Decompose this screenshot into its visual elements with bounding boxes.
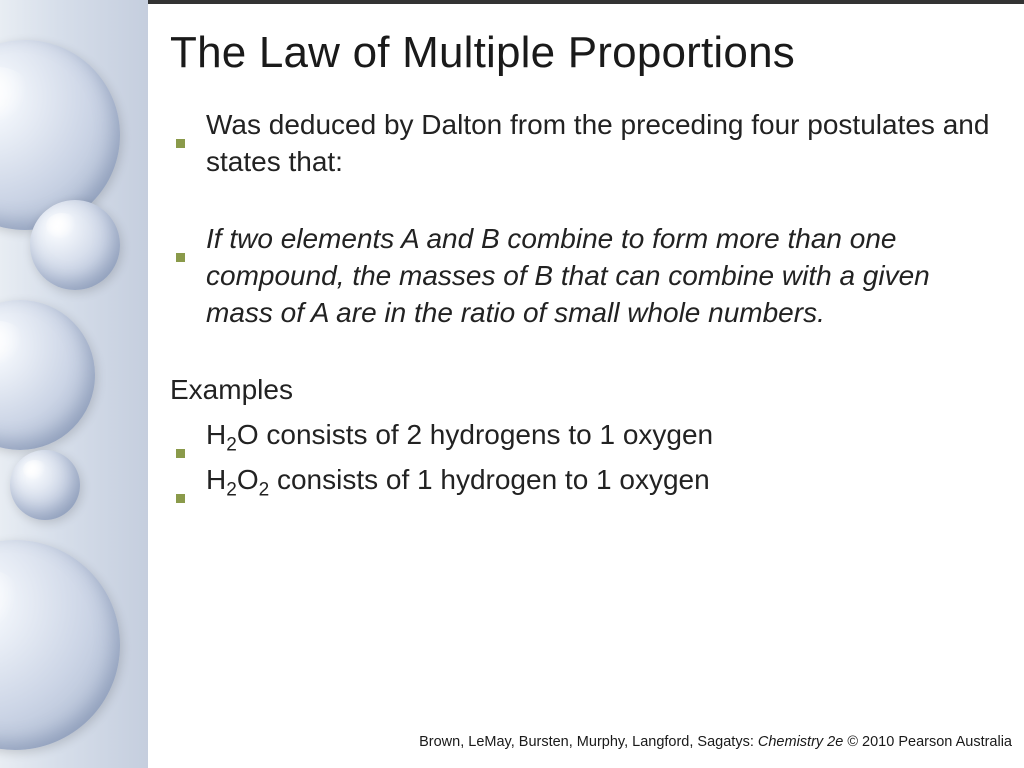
bubble-decoration: [0, 540, 120, 750]
footer-book-title: Chemistry 2e: [758, 734, 847, 750]
spacer: [170, 340, 994, 372]
bubble-decoration: [30, 200, 120, 290]
bubble-decoration: [10, 450, 80, 520]
list-item: Examples: [170, 372, 994, 409]
bubble-decoration: [0, 300, 95, 450]
top-border: [148, 0, 1024, 4]
footer-citation: Brown, LeMay, Bursten, Murphy, Langford,…: [148, 734, 1012, 750]
decorative-sidebar: [0, 0, 148, 768]
list-item: H2O2 consists of 1 hydrogen to 1 oxygen: [170, 462, 994, 499]
square-bullet-icon: [176, 476, 185, 485]
list-item: H2O consists of 2 hydrogens to 1 oxygen: [170, 417, 994, 454]
spacer: [170, 189, 994, 221]
footer-authors: Brown, LeMay, Bursten, Murphy, Langford,…: [419, 734, 758, 750]
bullet-list: Was deduced by Dalton from the preceding…: [170, 107, 994, 499]
list-item-text: Was deduced by Dalton from the preceding…: [206, 109, 989, 177]
list-item-text: H2O consists of 2 hydrogens to 1 oxygen: [206, 419, 713, 450]
list-item-text: If two elements A and B combine to form …: [206, 223, 930, 328]
footer-copyright: © 2010 Pearson Australia: [847, 734, 1012, 750]
square-bullet-icon: [176, 235, 185, 244]
slide: The Law of Multiple Proportions Was dedu…: [0, 0, 1024, 768]
slide-title: The Law of Multiple Proportions: [170, 28, 994, 77]
content-area: The Law of Multiple Proportions Was dedu…: [170, 28, 994, 724]
square-bullet-icon: [176, 121, 185, 130]
list-item: Was deduced by Dalton from the preceding…: [170, 107, 994, 181]
list-item-text: H2O2 consists of 1 hydrogen to 1 oxygen: [206, 464, 710, 495]
list-item: If two elements A and B combine to form …: [170, 221, 994, 332]
square-bullet-icon: [176, 431, 185, 440]
